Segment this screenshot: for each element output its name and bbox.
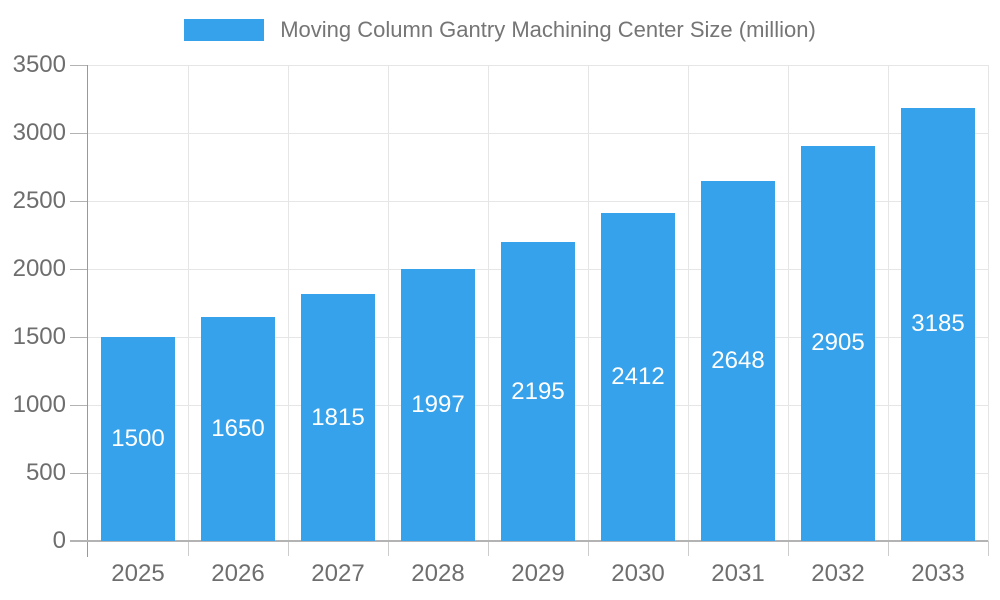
x-grid-line (487, 65, 489, 541)
y-grid-line (88, 64, 988, 66)
bar-value-label: 1500 (111, 425, 165, 452)
y-tick-label: 2500 (12, 187, 66, 214)
bar: 2412 (601, 212, 675, 541)
x-axis-label: 2027 (311, 560, 365, 587)
bar-value-label: 2648 (711, 346, 765, 374)
y-tick-label: 3000 (12, 119, 66, 146)
legend-swatch-icon (184, 19, 265, 41)
bar: 1500 (101, 337, 175, 541)
bar: 1997 (401, 269, 475, 541)
y-tick-mark (70, 132, 88, 134)
bar-value-label: 3185 (911, 310, 965, 338)
x-tick-mark (587, 541, 589, 556)
x-grid-line (187, 65, 189, 541)
x-grid-line (987, 65, 989, 541)
legend-label: Moving Column Gantry Machining Center Si… (280, 17, 816, 42)
y-tick-label: 0 (52, 527, 66, 554)
x-axis-label: 2028 (411, 560, 465, 587)
x-grid-line (387, 65, 389, 541)
y-tick-mark (70, 268, 88, 270)
y-axis-line (87, 65, 88, 557)
y-tick-label: 500 (25, 459, 66, 486)
x-tick-mark (687, 541, 689, 556)
x-grid-line (287, 65, 289, 541)
y-tick-label: 3500 (12, 51, 66, 78)
legend-item[interactable]: Moving Column Gantry Machining Center Si… (184, 17, 816, 43)
bar-value-label: 1815 (311, 403, 365, 431)
x-axis-line (70, 540, 988, 542)
x-grid-line (687, 65, 689, 541)
x-tick-mark (287, 541, 289, 556)
bar: 1650 (201, 316, 275, 541)
y-grid-line (88, 200, 988, 202)
y-tick-label: 2000 (12, 255, 66, 282)
bar: 2905 (801, 145, 875, 541)
x-tick-mark (487, 541, 489, 556)
y-tick-label: 1000 (12, 391, 66, 418)
x-tick-mark (987, 541, 989, 556)
bar: 1815 (301, 294, 375, 541)
y-tick-label: 1500 (12, 323, 66, 350)
x-grid-line (787, 65, 789, 541)
x-axis-label: 2030 (611, 560, 665, 587)
bar-value-label: 2412 (611, 362, 665, 390)
bar-value-label: 2195 (511, 377, 565, 405)
bar: 2195 (501, 242, 575, 541)
x-axis-label: 2029 (511, 560, 565, 587)
bar: 2648 (701, 180, 775, 541)
bar: 3185 (901, 107, 975, 541)
x-tick-mark (187, 541, 189, 556)
legend: Moving Column Gantry Machining Center Si… (0, 8, 1000, 52)
y-tick-mark (70, 336, 88, 338)
x-axis-label: 2031 (711, 560, 765, 587)
y-tick-mark (70, 200, 88, 202)
x-tick-mark (387, 541, 389, 556)
y-tick-mark (70, 64, 88, 66)
x-axis-label: 2033 (911, 560, 965, 587)
x-axis-label: 2032 (811, 560, 865, 587)
x-axis-label: 2025 (111, 560, 165, 587)
y-grid-line (88, 132, 988, 134)
y-tick-mark (70, 404, 88, 406)
bar-value-label: 2905 (811, 329, 865, 357)
bar-value-label: 1997 (411, 391, 465, 419)
bar-value-label: 1650 (211, 414, 265, 442)
x-grid-line (587, 65, 589, 541)
x-grid-line (887, 65, 889, 541)
x-tick-mark (787, 541, 789, 556)
y-tick-mark (70, 472, 88, 474)
x-tick-mark (887, 541, 889, 556)
x-axis-label: 2026 (211, 560, 265, 587)
